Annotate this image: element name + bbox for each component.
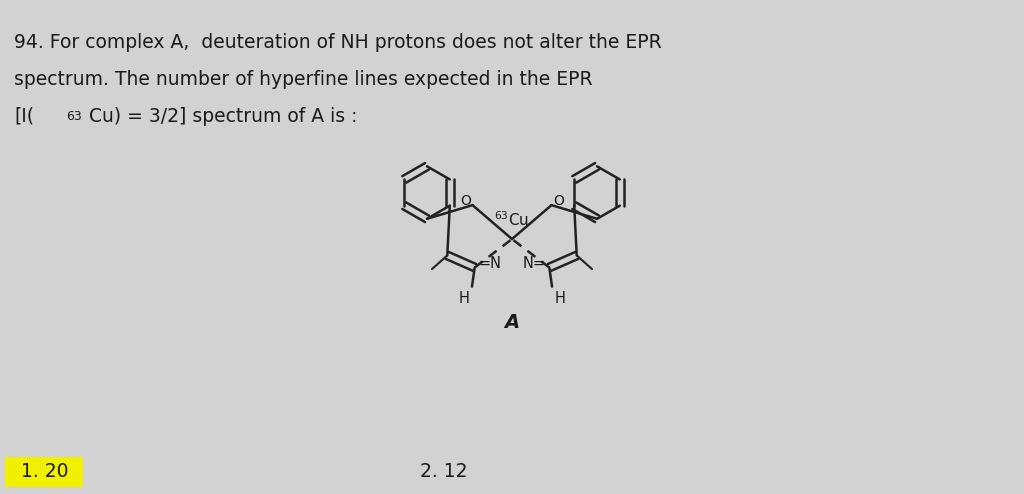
Text: 94. For complex A,  deuteration of NH protons does not alter the EPR: 94. For complex A, deuteration of NH pro… (14, 33, 663, 52)
Text: $^{63}$Cu: $^{63}$Cu (495, 210, 529, 229)
Text: N=: N= (522, 256, 546, 271)
Text: H: H (459, 290, 469, 306)
Text: H: H (555, 290, 565, 306)
Text: =N: =N (478, 256, 502, 271)
Text: 1. 20: 1. 20 (22, 462, 69, 481)
Text: O: O (553, 194, 564, 208)
Text: 63: 63 (67, 110, 82, 123)
Text: O: O (460, 194, 471, 208)
Text: A: A (505, 313, 519, 332)
Text: Cu) = 3/2] spectrum of A is :: Cu) = 3/2] spectrum of A is : (89, 107, 357, 126)
FancyBboxPatch shape (5, 457, 83, 487)
Text: 2. 12: 2. 12 (420, 462, 468, 481)
Text: [I(: [I( (14, 107, 35, 126)
Text: spectrum. The number of hyperfine lines expected in the EPR: spectrum. The number of hyperfine lines … (14, 70, 593, 89)
